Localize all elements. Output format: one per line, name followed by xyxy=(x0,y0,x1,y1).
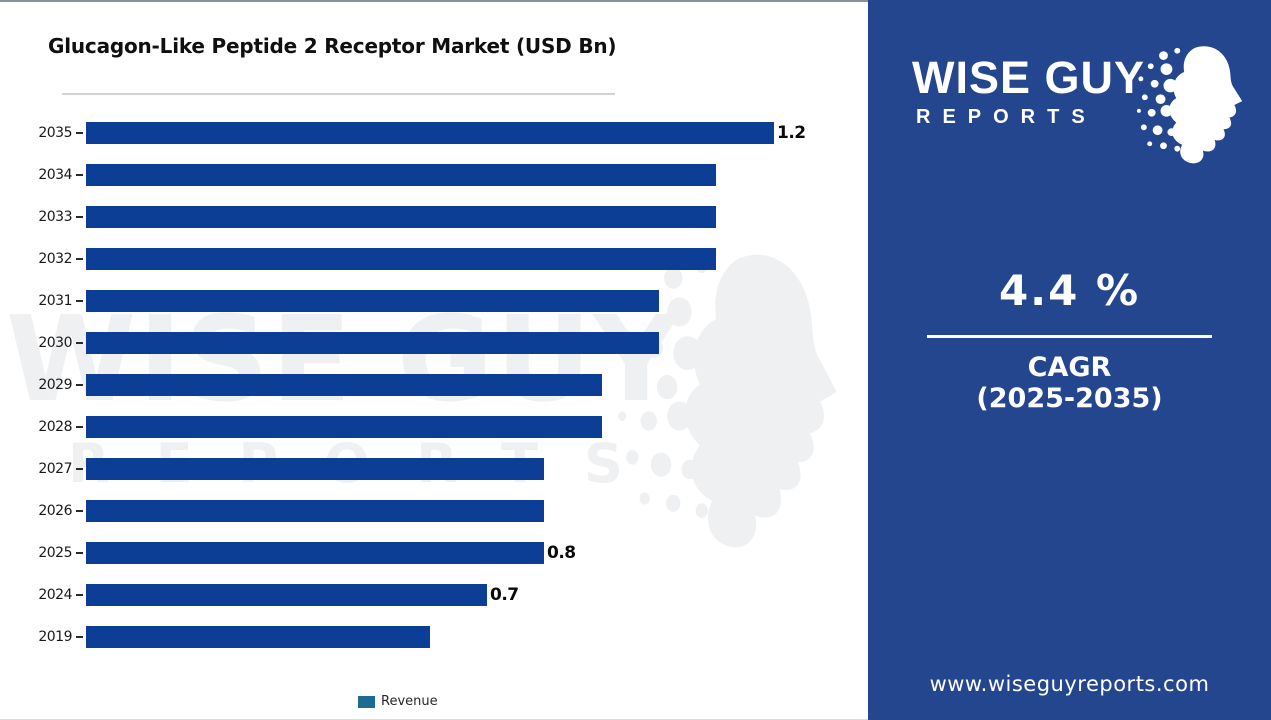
chart-legend: Revenue xyxy=(358,694,438,709)
chart-row-2027: 2027 xyxy=(0,448,868,490)
y-axis-tick xyxy=(76,510,83,512)
y-axis-tick xyxy=(76,258,83,260)
chart-row-2026: 2026 xyxy=(0,490,868,532)
chart-row-2031: 2031 xyxy=(0,280,868,322)
watermark-text-line1: WISE GUY xyxy=(6,290,681,428)
y-axis-tick xyxy=(76,384,83,386)
cagr-block: 4.4 % CAGR (2025-2035) xyxy=(868,266,1271,414)
cagr-label: CAGR xyxy=(1027,352,1112,383)
chart-row-2030: 2030 xyxy=(0,322,868,364)
title-divider xyxy=(62,93,615,95)
y-axis-tick xyxy=(76,426,83,428)
bar-2033 xyxy=(86,206,716,228)
chart-panel: Glucagon-Like Peptide 2 Receptor Market … xyxy=(0,0,868,720)
chart-row-2025: 2025 0.8 xyxy=(0,532,868,574)
bar-2027 xyxy=(86,458,544,480)
y-axis-tick xyxy=(76,174,83,176)
bar-2032 xyxy=(86,248,716,270)
bar-2019 xyxy=(86,626,430,648)
bar-2028 xyxy=(86,416,602,438)
y-axis-label: 2033 xyxy=(38,209,72,225)
logo-head-icon xyxy=(1134,42,1252,170)
y-axis-label: 2034 xyxy=(38,167,72,183)
bar-value-label: 0.7 xyxy=(490,585,519,605)
bar-2034 xyxy=(86,164,716,186)
bar-2029 xyxy=(86,374,602,396)
y-axis-tick xyxy=(76,636,83,638)
cagr-divider xyxy=(927,335,1212,338)
bar-value-label: 0.8 xyxy=(547,543,576,563)
brand-panel: WISE GUY REPORTS 4.4 % CAGR (2025-2035) … xyxy=(868,0,1271,720)
y-axis-label: 2031 xyxy=(38,293,72,309)
chart-row-2033: 2033 xyxy=(0,196,868,238)
bar-2030 xyxy=(86,332,659,354)
chart-title: Glucagon-Like Peptide 2 Receptor Market … xyxy=(48,34,617,58)
logo: WISE GUY REPORTS xyxy=(868,42,1271,174)
y-axis-tick xyxy=(76,594,83,596)
y-axis-label: 2030 xyxy=(38,335,72,351)
chart-row-2024: 2024 0.7 xyxy=(0,574,868,616)
cagr-period: (2025-2035) xyxy=(976,383,1163,415)
y-axis-label: 2029 xyxy=(38,377,72,393)
y-axis-label: 2032 xyxy=(38,251,72,267)
y-axis-tick xyxy=(76,216,83,218)
logo-subtitle: REPORTS xyxy=(916,106,1097,129)
cagr-value: 4.4 % xyxy=(998,266,1141,315)
y-axis-label: 2024 xyxy=(38,587,72,603)
y-axis-label: 2019 xyxy=(38,629,72,645)
y-axis-tick xyxy=(76,342,83,344)
chart-row-2028: 2028 xyxy=(0,406,868,448)
y-axis-tick xyxy=(76,300,83,302)
bar-value-label: 1.2 xyxy=(777,123,806,143)
bar-chart: 2035 1.2 2034 2033 2032 2031 2030 2029 2028 2027 2… xyxy=(0,112,868,658)
bar-2026 xyxy=(86,500,544,522)
chart-row-2029: 2029 xyxy=(0,364,868,406)
bar-2031 xyxy=(86,290,659,312)
y-axis-label: 2035 xyxy=(38,125,72,141)
bar-2035 xyxy=(86,122,774,144)
bar-2025 xyxy=(86,542,544,564)
website-url: www.wiseguyreports.com xyxy=(929,672,1210,696)
legend-swatch-icon xyxy=(358,695,375,708)
chart-row-2034: 2034 xyxy=(0,154,868,196)
logo-wordmark: WISE GUY xyxy=(912,52,1146,103)
y-axis-label: 2025 xyxy=(38,545,72,561)
y-axis-label: 2028 xyxy=(38,419,72,435)
y-axis-tick xyxy=(76,132,83,134)
y-axis-label: 2026 xyxy=(38,503,72,519)
y-axis-tick xyxy=(76,468,83,470)
bar-2024 xyxy=(86,584,487,606)
chart-row-2035: 2035 1.2 xyxy=(0,112,868,154)
legend-label: Revenue xyxy=(381,694,438,709)
logo-text: WISE GUY REPORTS xyxy=(912,54,1145,129)
y-axis-label: 2027 xyxy=(38,461,72,477)
y-axis-tick xyxy=(76,552,83,554)
chart-row-2019: 2019 xyxy=(0,616,868,658)
chart-row-2032: 2032 xyxy=(0,238,868,280)
